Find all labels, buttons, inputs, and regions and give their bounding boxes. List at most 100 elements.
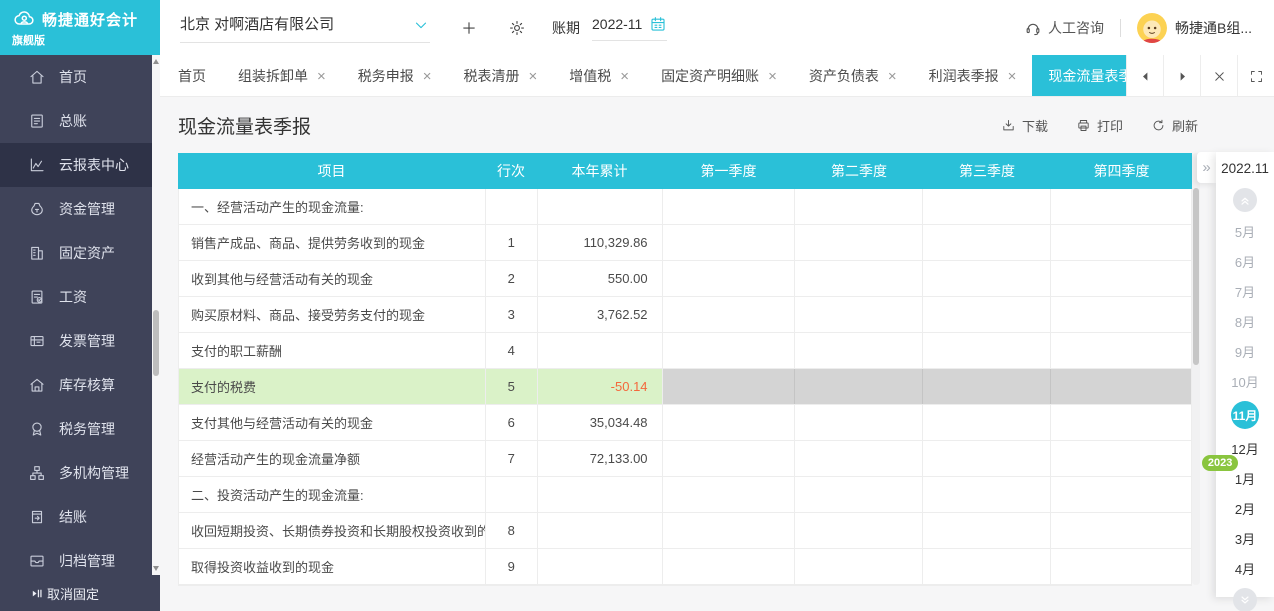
page-header: 现金流量表季报 下载 打印 刷新 — [160, 97, 1274, 153]
table-cell — [486, 189, 538, 224]
table-cell: 2 — [486, 261, 538, 296]
app-logo-title: 畅捷通好会计 — [42, 11, 139, 29]
tab[interactable]: 增值税 × — [553, 55, 645, 96]
tab-close-icon[interactable]: × — [620, 67, 630, 85]
tab-close-icon[interactable]: × — [528, 67, 538, 85]
company-selector[interactable]: 北京 对啊酒店有限公司 — [180, 13, 430, 43]
sidebar-scroll-up-icon[interactable] — [153, 59, 159, 64]
month-item[interactable]: 7月 — [1235, 281, 1255, 302]
month-item[interactable]: 11月 — [1231, 401, 1259, 429]
sidebar-scroll-down-icon[interactable] — [153, 566, 159, 571]
table-row[interactable]: 销售产成品、商品、提供劳务收到的现金 1 110,329.86 — [179, 225, 1191, 261]
fullscreen-button[interactable] — [1237, 55, 1274, 97]
refresh-button[interactable]: 刷新 — [1151, 116, 1198, 135]
tab[interactable]: 税务申报 × — [342, 55, 448, 96]
print-button[interactable]: 打印 — [1076, 116, 1123, 135]
table-cell: 4 — [486, 333, 538, 368]
table-row[interactable]: 收回短期投资、长期债券投资和长期股权投资收到的... 8 — [179, 513, 1191, 549]
table-row[interactable]: 二、投资活动产生的现金流量: — [179, 477, 1191, 513]
refresh-icon — [1151, 118, 1166, 133]
month-scroll-down-button[interactable] — [1233, 588, 1257, 611]
tab[interactable]: 现金流量表季报× — [1032, 55, 1126, 96]
tab-close-icon[interactable]: × — [422, 67, 432, 85]
table-row[interactable]: 收到其他与经营活动有关的现金 2 550.00 — [179, 261, 1191, 297]
sidebar-item[interactable]: 归档管理 — [0, 539, 160, 583]
sidebar-item[interactable]: 总账 — [0, 99, 160, 143]
table-row[interactable]: 经营活动产生的现金流量净额 7 72,133.00 — [179, 441, 1191, 477]
prev-tab-button[interactable] — [1126, 55, 1163, 97]
user-name[interactable]: 畅捷通B组... — [1174, 19, 1252, 36]
month-item[interactable]: 4月 — [1235, 558, 1255, 579]
month-item[interactable]: 12月 — [1231, 438, 1258, 459]
tab-close-icon[interactable]: × — [887, 67, 897, 85]
tab[interactable]: 利润表季报 × — [913, 55, 1033, 96]
month-item[interactable]: 2月 — [1235, 498, 1255, 519]
month-item[interactable]: 9月 — [1235, 341, 1255, 362]
sidebar-item[interactable]: 税务管理 — [0, 407, 160, 451]
table-row[interactable]: 支付的税费 5 -50.14 — [179, 369, 1192, 405]
tab[interactable]: 组装拆卸单 × — [222, 55, 342, 96]
table-cell: 经营活动产生的现金流量净额 — [179, 441, 486, 476]
sidebar-item[interactable]: 首页 — [0, 55, 160, 99]
user-avatar[interactable] — [1136, 12, 1167, 43]
support-button[interactable]: 人工咨询 — [1024, 18, 1104, 38]
sidebar-item[interactable]: 结账 — [0, 495, 160, 539]
topbar-right: 人工咨询 畅捷通B组... — [1024, 12, 1252, 43]
tab-close-icon[interactable]: × — [768, 67, 777, 85]
month-item[interactable]: 5月 — [1235, 221, 1255, 242]
table-cell — [795, 513, 924, 548]
table-row[interactable]: 支付的职工薪酬 4 — [179, 333, 1191, 369]
app-logo[interactable]: 畅捷通好会计 旗舰版 — [0, 0, 160, 55]
table-row[interactable]: 购买原材料、商品、接受劳务支付的现金 3 3,762.52 — [179, 297, 1191, 333]
tab-label: 税务申报 — [357, 68, 414, 84]
tab[interactable]: 首页 — [162, 55, 222, 96]
unpin-sidebar-button[interactable]: 取消固定 — [30, 584, 99, 603]
sidebar-item[interactable]: 库存核算 — [0, 363, 160, 407]
tab[interactable]: 固定资产明细账 × — [645, 55, 793, 96]
next-tab-button[interactable] — [1163, 55, 1200, 97]
table-scrollbar[interactable] — [1192, 153, 1200, 585]
add-button[interactable] — [460, 19, 478, 37]
tab[interactable]: 资产负债表 × — [793, 55, 913, 96]
month-item[interactable]: 10月 — [1231, 371, 1258, 392]
sidebar-item[interactable]: 资金管理 — [0, 187, 160, 231]
sidebar-item[interactable]: 工资 — [0, 275, 160, 319]
tab-close-icon[interactable]: × — [317, 67, 326, 85]
unpin-label: 取消固定 — [47, 587, 100, 602]
current-period-label: 2022.11 — [1221, 160, 1269, 176]
month-item[interactable]: 6月 — [1235, 251, 1255, 272]
month-item[interactable]: 8月 — [1235, 311, 1255, 332]
close-tab-button[interactable] — [1200, 55, 1237, 97]
sidebar-item[interactable]: 发票管理 — [0, 319, 160, 363]
table-row[interactable]: 支付其他与经营活动有关的现金 6 35,034.48 — [179, 405, 1191, 441]
sidebar-item[interactable]: 固定资产 — [0, 231, 160, 275]
tab-close-icon[interactable]: × — [1007, 67, 1017, 85]
tab[interactable]: 税表清册 × — [448, 55, 554, 96]
table-row[interactable]: 一、经营活动产生的现金流量: — [179, 189, 1191, 225]
download-button[interactable]: 下载 — [1001, 116, 1048, 135]
period-value: 2022-11 — [592, 15, 643, 32]
month-item[interactable]: 1月 2023 — [1201, 455, 1255, 489]
table-cell: 支付其他与经营活动有关的现金 — [179, 405, 486, 440]
table-cell: 支付的职工薪酬 — [179, 333, 486, 368]
sidebar-item[interactable]: 云报表中心 — [0, 143, 160, 187]
report-table-header: 项目 行次 本年累计 第一季度 第二季度 第三季度 第四季度 — [178, 153, 1192, 189]
table-cell — [923, 549, 1052, 584]
month-label: 8月 — [1234, 315, 1256, 330]
collapse-month-panel-button[interactable]: » — [1197, 152, 1216, 183]
month-panel: 2022.11 5月 6月 7月 8月 9月 10月 11月 12月 1月 2023 2月 3月 4月 — [1201, 152, 1274, 611]
double-angle-right-icon: » — [1202, 159, 1211, 176]
settings-button[interactable] — [508, 19, 526, 37]
table-row[interactable]: 取得投资收益收到的现金 9 — [179, 549, 1191, 585]
month-item[interactable]: 3月 — [1235, 528, 1255, 549]
table-cell — [1051, 297, 1191, 332]
sidebar-item[interactable]: 多机构管理 — [0, 451, 160, 495]
sidebar-scrollbar[interactable] — [152, 55, 160, 575]
period-selector[interactable]: 2022-11 — [592, 15, 668, 41]
action-label: 刷新 — [1171, 118, 1198, 134]
month-scroll-up-button[interactable] — [1233, 188, 1257, 212]
table-scrollbar-thumb[interactable] — [1193, 188, 1199, 365]
action-label: 下载 — [1021, 118, 1048, 134]
topbar-divider — [1119, 18, 1121, 37]
sidebar-scrollbar-thumb[interactable] — [153, 310, 159, 376]
